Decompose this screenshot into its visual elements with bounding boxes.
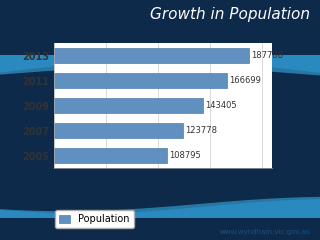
Text: 108795: 108795 [169, 151, 201, 160]
Bar [54, 98, 203, 113]
Bar [54, 123, 183, 138]
Text: Growth in Population: Growth in Population [150, 7, 310, 22]
Text: 187788: 187788 [251, 51, 283, 60]
Text: www.wyndham.vic.gov.au: www.wyndham.vic.gov.au [220, 229, 310, 235]
Polygon shape [0, 41, 320, 73]
Polygon shape [0, 41, 320, 75]
Text: 143405: 143405 [205, 101, 237, 110]
Polygon shape [0, 199, 320, 230]
Legend: Population: Population [55, 210, 134, 228]
Bar [54, 73, 227, 88]
Bar [54, 148, 167, 163]
Text: 123778: 123778 [185, 126, 217, 135]
Text: 166699: 166699 [229, 76, 261, 85]
Polygon shape [0, 197, 320, 230]
Bar [54, 48, 249, 63]
